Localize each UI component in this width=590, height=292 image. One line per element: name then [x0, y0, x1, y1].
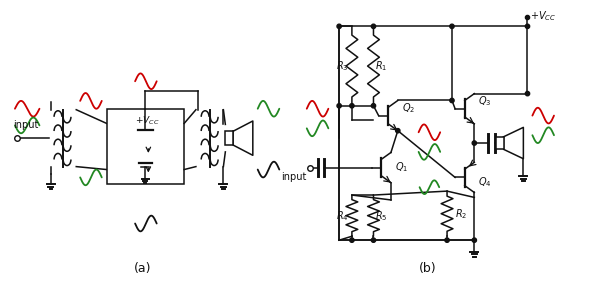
Circle shape	[472, 141, 477, 145]
Circle shape	[350, 238, 354, 242]
Text: (b): (b)	[419, 263, 436, 275]
Text: $R_4$: $R_4$	[336, 209, 349, 223]
Circle shape	[337, 104, 341, 108]
Text: input: input	[281, 173, 307, 182]
Circle shape	[445, 238, 449, 242]
Circle shape	[472, 238, 477, 242]
Bar	[107, 109, 184, 184]
Text: $+V_{CC}$: $+V_{CC}$	[135, 115, 160, 127]
Text: $Q_4$: $Q_4$	[478, 175, 492, 189]
Circle shape	[337, 24, 341, 29]
Circle shape	[371, 24, 376, 29]
Text: (a): (a)	[134, 263, 152, 275]
Circle shape	[525, 91, 530, 96]
Bar	[496, 137, 504, 149]
Circle shape	[450, 24, 454, 29]
Bar	[225, 131, 233, 145]
Text: $Q_1$: $Q_1$	[395, 161, 408, 175]
Circle shape	[371, 104, 376, 108]
Text: $R_3$: $R_3$	[336, 59, 349, 73]
Text: $+V_{CC}$: $+V_{CC}$	[530, 10, 557, 23]
Circle shape	[525, 24, 530, 29]
Text: $R_1$: $R_1$	[375, 59, 388, 73]
Circle shape	[450, 98, 454, 103]
Text: $R_5$: $R_5$	[375, 209, 388, 223]
Text: $R_2$: $R_2$	[455, 207, 467, 220]
Circle shape	[350, 104, 354, 108]
Text: $Q_3$: $Q_3$	[478, 94, 492, 108]
Circle shape	[396, 128, 400, 133]
Circle shape	[371, 238, 376, 242]
Text: input: input	[14, 120, 39, 130]
Text: $Q_2$: $Q_2$	[402, 101, 415, 115]
